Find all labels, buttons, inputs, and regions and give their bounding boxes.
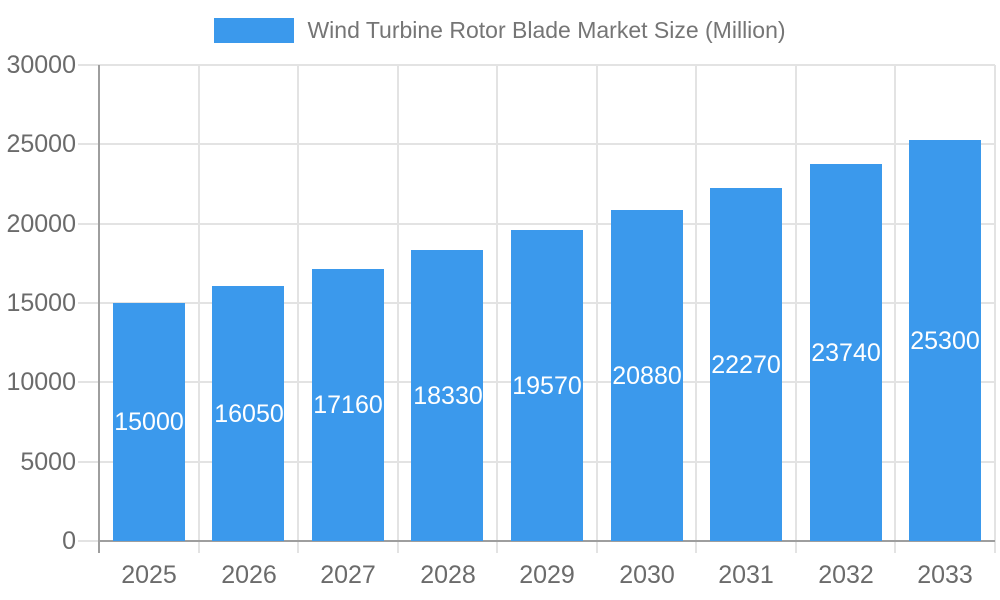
v-gridline (496, 65, 498, 553)
x-axis-label: 2026 (221, 561, 277, 589)
x-axis-line (98, 540, 995, 542)
legend-label: Wind Turbine Rotor Blade Market Size (Mi… (307, 17, 786, 43)
bar-value-label: 19570 (512, 372, 582, 400)
y-axis-label: 15000 (6, 289, 76, 317)
bar-value-label: 23740 (811, 339, 881, 367)
bar[interactable] (411, 250, 483, 541)
v-gridline (596, 65, 598, 553)
v-gridline (994, 65, 996, 553)
legend[interactable]: Wind Turbine Rotor Blade Market Size (Mi… (0, 17, 1000, 44)
bar-value-label: 16050 (214, 400, 284, 428)
v-gridline (397, 65, 399, 553)
bar-value-label: 20880 (612, 362, 682, 390)
bar[interactable] (810, 164, 882, 541)
x-axis-label: 2032 (818, 561, 874, 589)
bar[interactable] (113, 303, 185, 541)
h-gridline (78, 64, 995, 66)
bar[interactable] (212, 286, 284, 541)
bar-value-label: 17160 (313, 391, 383, 419)
bar-value-label: 15000 (114, 408, 184, 436)
bar[interactable] (710, 188, 782, 541)
y-axis-label: 30000 (6, 51, 76, 79)
x-axis-label: 2029 (519, 561, 575, 589)
v-gridline (695, 65, 697, 553)
bar-value-label: 25300 (910, 327, 980, 355)
y-axis-label: 10000 (6, 368, 76, 396)
bar-value-label: 22270 (711, 351, 781, 379)
bar[interactable] (511, 230, 583, 541)
v-gridline (894, 65, 896, 553)
x-axis-label: 2025 (121, 561, 177, 589)
bar[interactable] (909, 140, 981, 541)
h-gridline (78, 223, 995, 225)
bar-value-label: 18330 (413, 382, 483, 410)
y-axis-label: 5000 (20, 448, 76, 476)
y-axis-label: 25000 (6, 130, 76, 158)
x-axis-label: 2033 (917, 561, 973, 589)
v-gridline (297, 65, 299, 553)
bar[interactable] (312, 269, 384, 541)
y-axis-label: 0 (62, 527, 76, 555)
legend-swatch (214, 18, 295, 43)
x-axis-label: 2030 (619, 561, 675, 589)
v-gridline (198, 65, 200, 553)
bar[interactable] (611, 210, 683, 541)
y-axis-label: 20000 (6, 210, 76, 238)
y-axis-line (98, 65, 100, 553)
x-axis-label: 2028 (420, 561, 476, 589)
y-tick (78, 540, 99, 542)
v-gridline (795, 65, 797, 553)
h-gridline (78, 143, 995, 145)
x-axis-label: 2031 (718, 561, 774, 589)
x-axis-label: 2027 (320, 561, 376, 589)
